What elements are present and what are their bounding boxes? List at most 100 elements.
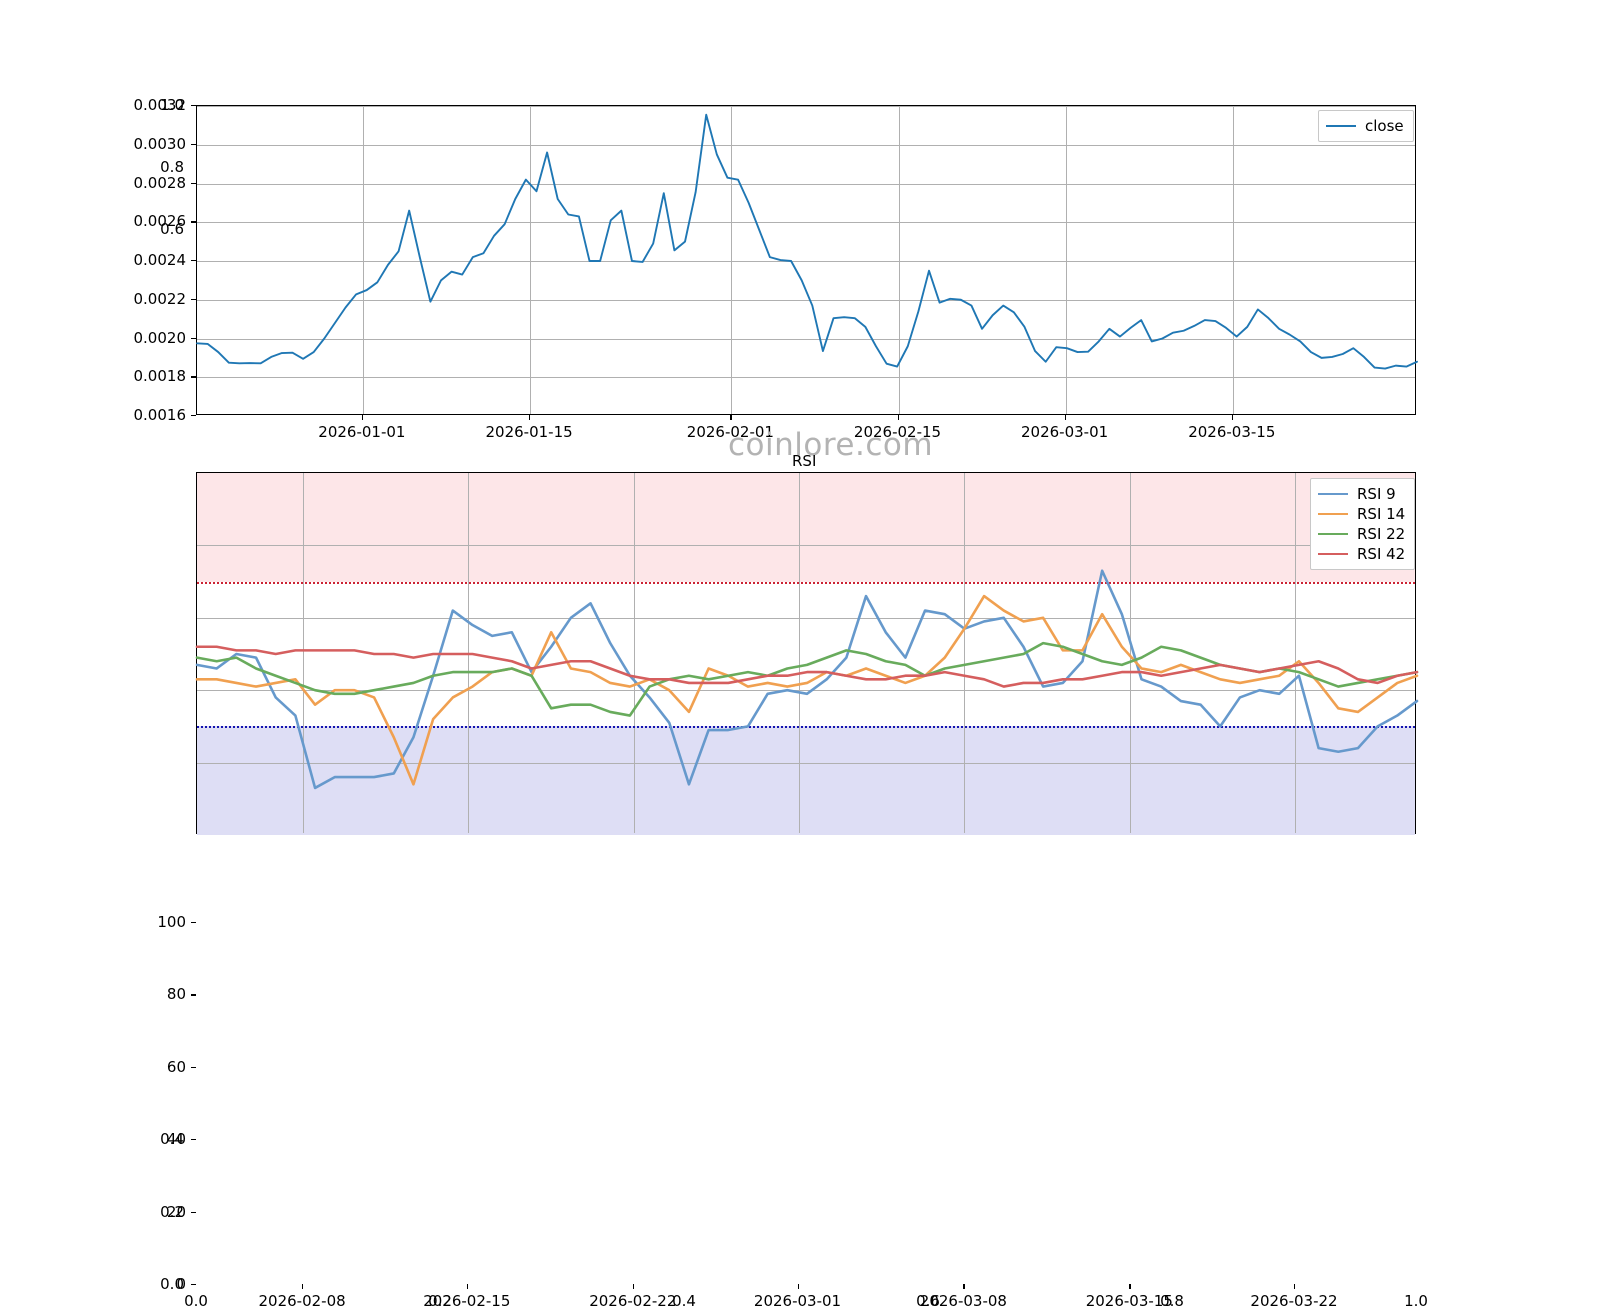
legend-item: RSI 22 — [1318, 524, 1405, 544]
x-tick-mark — [1064, 415, 1066, 420]
x-tick-mark — [529, 415, 531, 420]
overbought-band — [197, 473, 1415, 582]
x-tick-mark — [1129, 1284, 1131, 1289]
y-tick-label-secondary: 0.2 — [160, 1202, 184, 1221]
y-tick-mark — [191, 1211, 196, 1213]
y-tick-label: 0.0020 — [133, 328, 187, 347]
rsi-line-series — [195, 569, 1419, 790]
x-tick-label: 2026-02-15 — [853, 423, 942, 441]
gridline-horizontal — [197, 299, 1415, 301]
y-tick-mark — [191, 376, 196, 378]
gridline-vertical — [1130, 473, 1132, 833]
y-tick-mark — [191, 105, 196, 107]
x-tick-mark — [963, 1284, 965, 1289]
y-tick-label: 0.0028 — [133, 173, 187, 192]
y-tick-mark — [191, 260, 196, 262]
x-tick-label-secondary: 0.4 — [672, 1292, 696, 1310]
rsi-plot-area — [195, 472, 1419, 835]
legend-color-swatch — [1318, 533, 1348, 535]
x-tick-label-secondary: 0.6 — [916, 1292, 940, 1310]
x-tick-label-secondary: 0.0 — [184, 1292, 208, 1310]
y-tick-label: 80 — [166, 985, 186, 1004]
legend-label: RSI 22 — [1357, 525, 1406, 543]
x-tick-label: 2026-03-01 — [1021, 423, 1109, 441]
gridline-horizontal — [197, 338, 1415, 340]
gridline-vertical — [633, 473, 635, 833]
x-tick-mark — [632, 1284, 635, 1289]
x-tick-label-secondary: 0.2 — [428, 1292, 452, 1310]
gridline-vertical — [303, 473, 305, 833]
y-tick-label: 0.0018 — [133, 367, 187, 386]
gridline-horizontal — [197, 106, 1415, 107]
x-tick-label: 2026-01-01 — [318, 423, 406, 441]
x-tick-label: 2026-03-22 — [1250, 1292, 1338, 1310]
y-tick-label: 0.0016 — [133, 406, 187, 424]
x-tick-mark — [797, 1284, 799, 1289]
y-tick-label-secondary: 0.8 — [160, 158, 184, 176]
x-tick-mark — [1294, 1284, 1296, 1289]
y-tick-mark — [191, 298, 196, 301]
price-line-series — [196, 113, 1418, 370]
y-tick-mark — [191, 337, 196, 339]
gridline-vertical — [731, 106, 733, 414]
x-tick-label: 2026-02-08 — [258, 1292, 346, 1310]
y-tick-label-secondary: 0.0 — [160, 1275, 184, 1293]
legend-color-swatch — [1318, 553, 1348, 555]
x-tick-mark — [730, 415, 732, 420]
gridline-horizontal — [197, 144, 1415, 146]
overbought-threshold-line — [197, 581, 1415, 584]
y-tick-mark — [191, 1066, 196, 1069]
x-tick-label: 2026-03-01 — [753, 1292, 842, 1310]
legend-label: RSI 9 — [1357, 485, 1396, 503]
rsi-chart-panel: 0 20 40 60 80 100 0.0 0.2 0.4 2026-02-08 2026-02… — [0, 450, 1600, 1310]
y-tick-label-secondary: 0.4 — [160, 1130, 184, 1149]
x-tick-mark — [466, 1284, 469, 1289]
gridline-vertical — [1232, 106, 1234, 414]
x-tick-mark — [1231, 415, 1234, 420]
gridline-vertical — [1065, 106, 1067, 414]
y-tick-mark — [191, 1284, 196, 1286]
y-tick-label: 0.0030 — [133, 134, 187, 153]
watermark: coinlore.com — [728, 427, 934, 463]
price-plot-area — [196, 105, 1418, 415]
gridline-vertical — [798, 473, 800, 833]
y-tick-mark — [191, 143, 196, 146]
legend-item: RSI 14 — [1318, 504, 1405, 524]
x-tick-mark — [302, 1284, 304, 1289]
legend-item: close — [1326, 116, 1404, 136]
oversold-band — [197, 726, 1415, 835]
y-tick-mark — [191, 221, 196, 223]
y-tick-mark — [191, 1139, 196, 1141]
x-tick-mark — [361, 415, 364, 420]
gridline-horizontal — [197, 222, 1415, 224]
x-tick-label: 2026-03-15 — [1188, 423, 1276, 441]
legend-label: RSI 42 — [1357, 545, 1406, 563]
x-tick-label-secondary: 0.8 — [1160, 1292, 1184, 1310]
legend-color-swatch — [1326, 125, 1356, 127]
gridline-horizontal — [197, 261, 1415, 262]
y-tick-label: 0.0024 — [133, 251, 187, 269]
y-tick-mark — [191, 415, 196, 417]
y-tick-label-secondary: 1.0 — [160, 96, 184, 114]
gridline-vertical — [964, 473, 966, 833]
y-tick-label: 0.0032 — [133, 96, 187, 114]
y-tick-label: 60 — [166, 1057, 186, 1076]
y-tick-mark — [191, 922, 196, 924]
rsi-legend: RSI 9 RSI 14 RSI 22 RSI 42 — [1310, 478, 1416, 570]
gridline-vertical — [530, 106, 532, 414]
y-tick-mark — [191, 182, 196, 184]
oversold-threshold-line — [197, 726, 1415, 729]
y-tick-label: 0.0026 — [133, 212, 187, 231]
x-tick-label-secondary: 1.0 — [1404, 1292, 1428, 1310]
gridline-horizontal — [197, 183, 1415, 185]
legend-color-swatch — [1318, 493, 1348, 495]
legend-item: RSI 9 — [1318, 484, 1405, 504]
y-tick-label: 0.0022 — [133, 289, 187, 308]
x-tick-mark — [897, 415, 899, 420]
y-tick-label: 100 — [157, 913, 186, 931]
y-tick-mark — [191, 994, 196, 996]
legend-item: RSI 42 — [1318, 544, 1405, 564]
gridline-horizontal — [197, 377, 1415, 379]
price-chart-panel: 0.0016 0.0018 0.0020 0.0022 0.0024 0.0026 0.00… — [0, 0, 1600, 450]
gridline-horizontal — [197, 690, 1415, 692]
